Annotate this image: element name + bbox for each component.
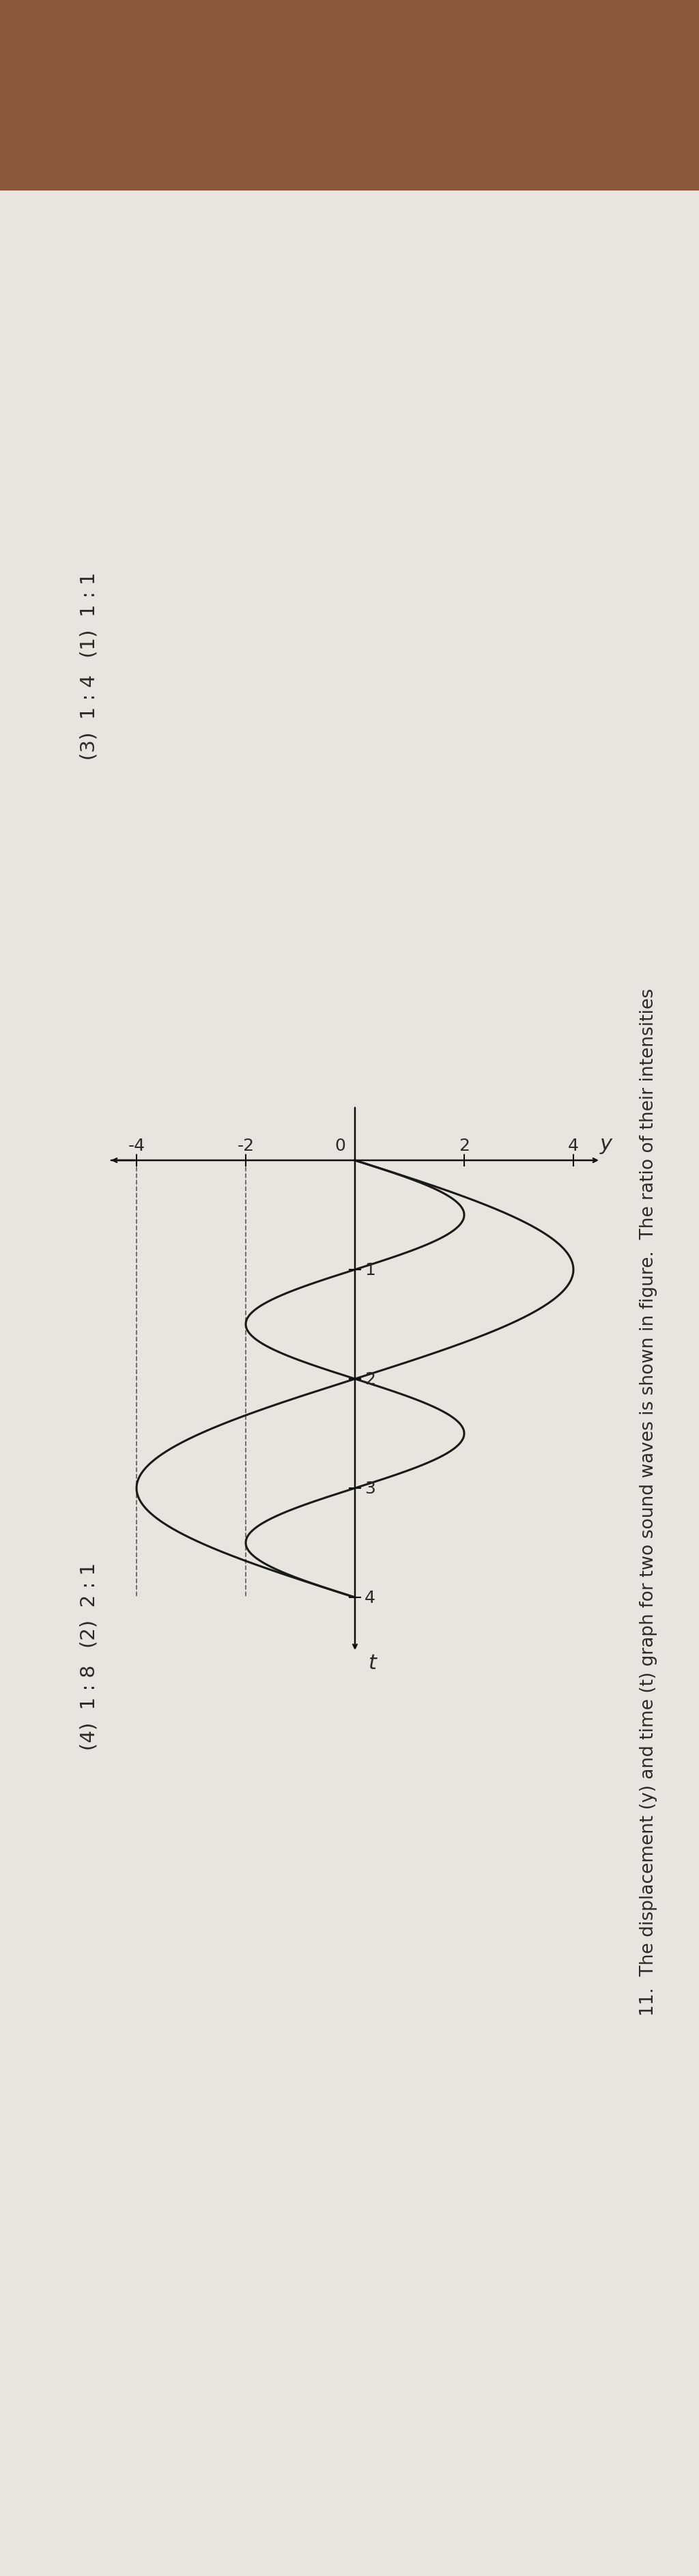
Text: 3: 3 — [365, 1481, 375, 1497]
Bar — [0, 0, 699, 206]
Text: (4)  1 : 8: (4) 1 : 8 — [79, 1664, 99, 1749]
Text: 1: 1 — [365, 1262, 375, 1278]
Text: 2: 2 — [459, 1139, 470, 1154]
Text: 11.  The displacement (y) and time (t) graph for two sound waves is shown in fig: 11. The displacement (y) and time (t) gr… — [640, 989, 657, 2017]
Text: t: t — [368, 1654, 376, 1672]
Text: y: y — [600, 1133, 612, 1154]
Text: 4: 4 — [568, 1139, 579, 1154]
Text: 4: 4 — [364, 1589, 375, 1605]
Text: (3)  1 : 4: (3) 1 : 4 — [79, 675, 99, 760]
Text: (1)  1 : 1: (1) 1 : 1 — [79, 572, 99, 657]
Text: 2: 2 — [364, 1370, 375, 1388]
Text: 0: 0 — [335, 1139, 345, 1154]
Text: -4: -4 — [128, 1139, 145, 1154]
Text: (2)  2 : 1: (2) 2 : 1 — [79, 1561, 99, 1646]
Text: -2: -2 — [237, 1139, 254, 1154]
